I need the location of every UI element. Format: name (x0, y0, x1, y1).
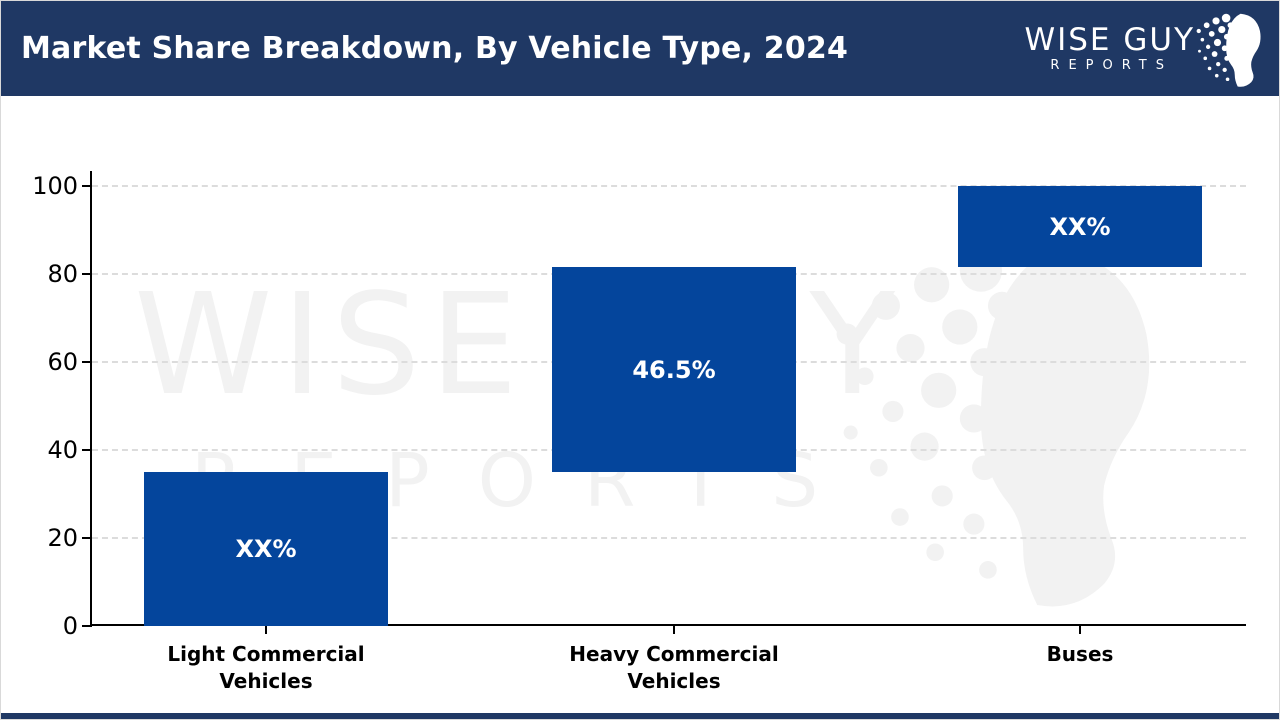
x-category-label: Heavy Commercial Vehicles (509, 641, 839, 695)
y-tick-mark (82, 449, 92, 451)
x-category-label-line: Vehicles (627, 669, 721, 693)
x-category-label-line: Buses (1046, 642, 1114, 666)
chart-area: WISE GUY REPORTS 0 20 40 60 80 100 XX% Light Co… (1, 96, 1279, 715)
x-category-label-line: Light Commercial (167, 642, 365, 666)
x-category-label-line: Heavy Commercial (569, 642, 779, 666)
wiseguy-logo-text: WISE GUY REPORTS (1024, 24, 1195, 74)
bar-Light Commercial Vehicles: XX% (144, 472, 388, 626)
y-tick-label: 20 (47, 524, 78, 552)
x-category-label: Buses (915, 641, 1245, 668)
chart-title: Market Share Breakdown, By Vehicle Type,… (21, 31, 849, 66)
y-tick-mark (82, 361, 92, 363)
y-tick-label: 0 (62, 612, 78, 640)
y-tick-label: 100 (32, 172, 78, 200)
y-tick-mark (82, 185, 92, 187)
bar-value-label: XX% (1049, 212, 1111, 241)
y-tick-label: 60 (47, 348, 78, 376)
wiseguy-face-icon (1196, 13, 1261, 87)
bar-value-label: 46.5% (632, 355, 716, 384)
y-tick-mark (82, 625, 92, 627)
y-tick-mark (82, 273, 92, 275)
y-tick-mark (82, 537, 92, 539)
bar-value-label: XX% (235, 535, 297, 563)
bar-Buses: XX% (958, 186, 1202, 268)
x-category-label-line: Vehicles (219, 669, 313, 693)
y-tick-label: 40 (47, 436, 78, 464)
gridline (92, 185, 1246, 187)
y-tick-label: 80 (47, 260, 78, 288)
gridline (92, 537, 1246, 539)
header-bar: Market Share Breakdown, By Vehicle Type,… (1, 1, 1279, 96)
x-tick-mark (673, 626, 675, 634)
wiseguy-logo-wordmark: WISE GUY (1024, 21, 1195, 58)
plot-area: 0 20 40 60 80 100 XX% Light Commercial Vehicles 4… (32, 171, 1246, 693)
bar-Heavy Commercial Vehicles: 46.5% (552, 267, 796, 472)
x-tick-mark (1079, 626, 1081, 634)
x-category-label: Light Commercial Vehicles (101, 641, 431, 695)
x-tick-mark (265, 626, 267, 634)
footer-bar (1, 713, 1279, 719)
wiseguy-logo: WISE GUY REPORTS (1024, 8, 1265, 90)
wiseguy-logo-subtitle: REPORTS (1050, 58, 1174, 74)
